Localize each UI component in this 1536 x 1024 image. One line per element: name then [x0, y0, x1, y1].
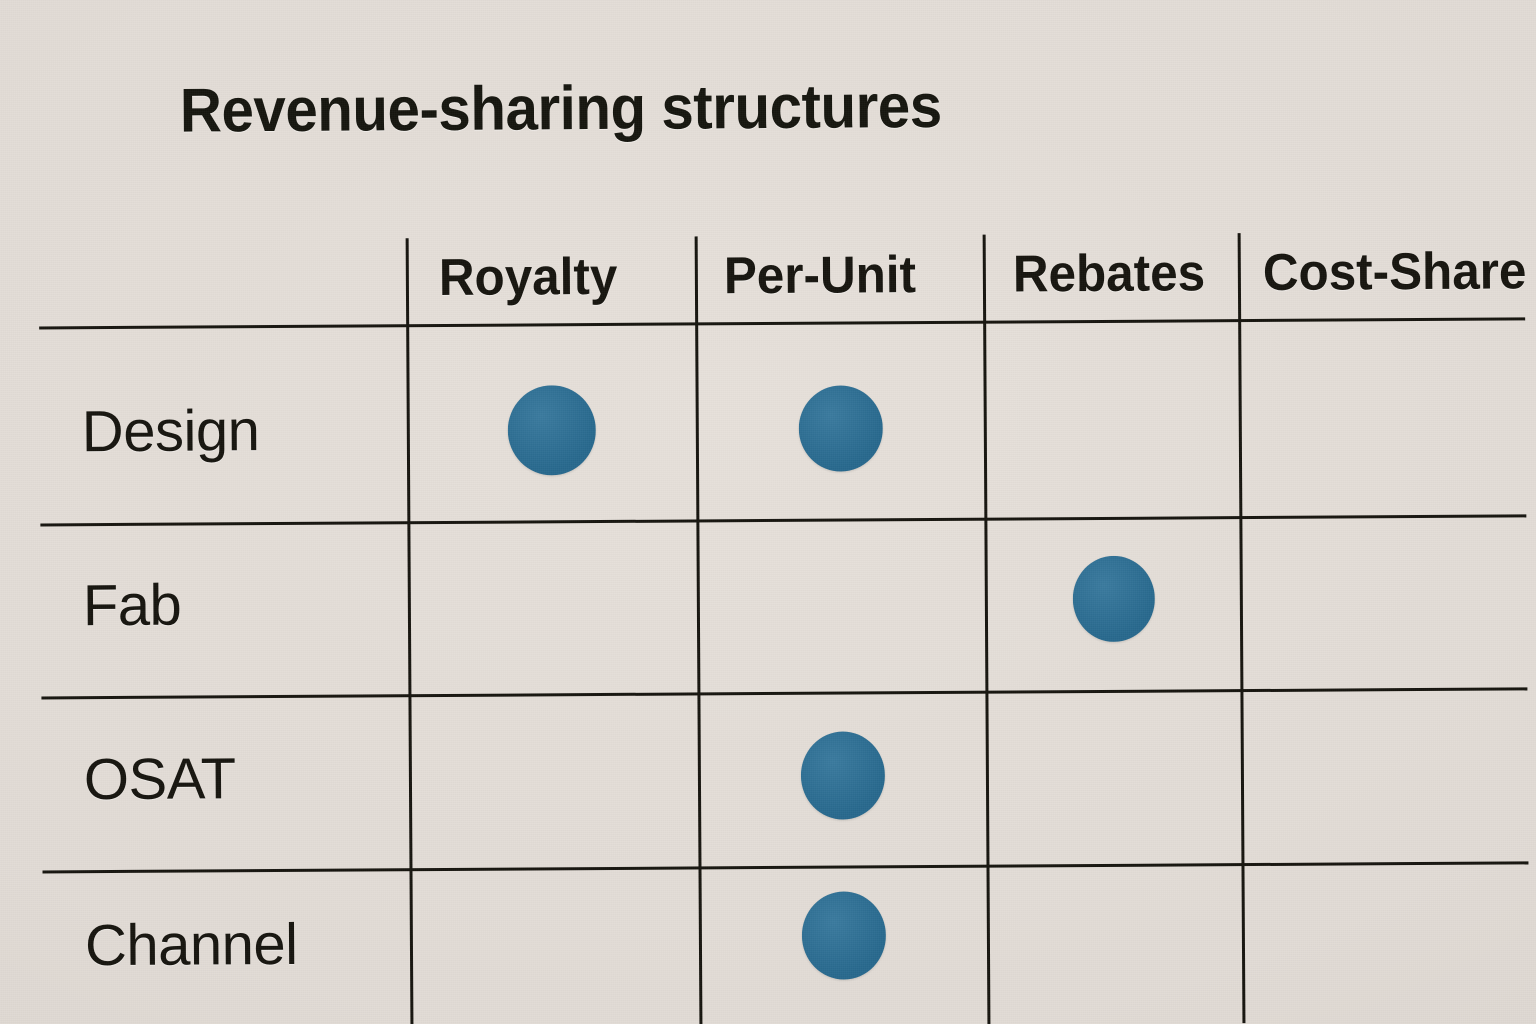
- header-rule: [39, 317, 1526, 330]
- row-divider-osat: [42, 861, 1529, 874]
- cell-marker-channel-per-unit: [801, 891, 887, 980]
- row-divider-fab: [41, 687, 1528, 700]
- cell-marker-design-royalty: [507, 385, 597, 476]
- cell-marker-design-per-unit: [798, 385, 884, 472]
- row-label-fab: Fab: [82, 572, 182, 639]
- row-label-design: Design: [81, 398, 260, 465]
- column-divider-4: [1237, 233, 1246, 1024]
- column-header-royalty: Royalty: [438, 247, 618, 308]
- column-header-rebates: Rebates: [1012, 244, 1206, 304]
- column-divider-1: [405, 238, 414, 1024]
- cell-marker-fab-rebates: [1072, 555, 1156, 643]
- column-header-per-unit: Per-Unit: [723, 246, 917, 306]
- row-label-osat: OSAT: [83, 746, 236, 813]
- row-divider-design: [40, 514, 1527, 527]
- column-divider-3: [982, 234, 991, 1024]
- row-label-channel: Channel: [84, 911, 298, 979]
- column-header-cost-share: Cost-Share: [1262, 242, 1527, 302]
- cell-marker-osat-per-unit: [800, 731, 886, 820]
- column-divider-2: [694, 236, 703, 1024]
